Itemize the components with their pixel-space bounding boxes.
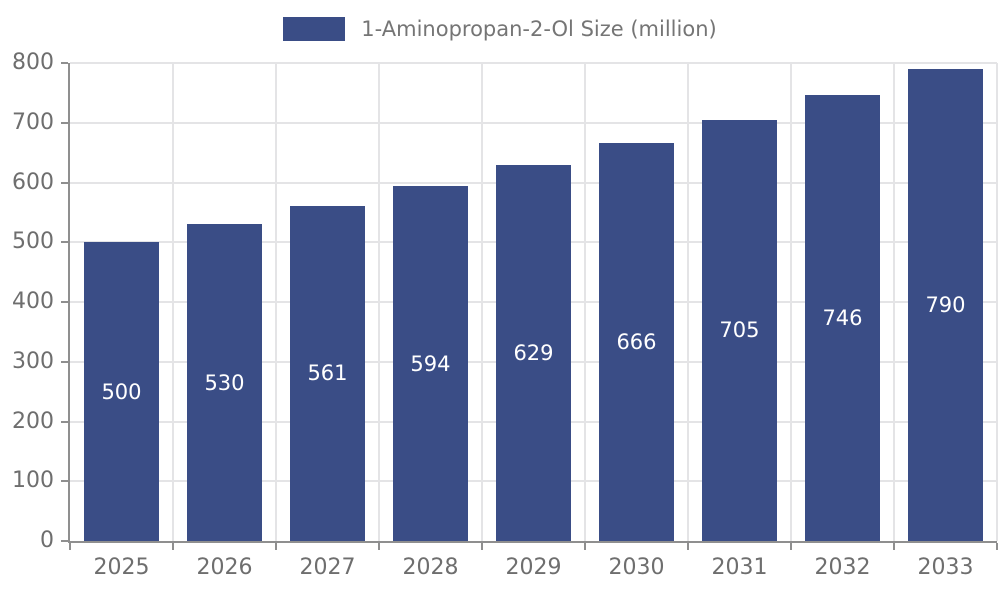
category-cell: 500 <box>70 63 173 541</box>
x-gridline <box>275 63 277 541</box>
y-tick-mark <box>61 420 68 423</box>
x-tick-mark <box>790 543 792 550</box>
legend-swatch <box>283 17 346 41</box>
category-cell: 666 <box>585 63 688 541</box>
y-tick-label: 400 <box>12 289 54 314</box>
x-tick-label: 2033 <box>917 555 974 580</box>
x-gridline <box>790 63 792 541</box>
category-cell: 629 <box>482 63 585 541</box>
x-gridline <box>996 63 998 541</box>
bar-value-label: 790 <box>925 292 966 317</box>
x-tick-label: 2031 <box>711 555 768 580</box>
category-cell: 594 <box>379 63 482 541</box>
category-cell: 561 <box>276 63 379 541</box>
bar-value-label: 561 <box>307 361 348 386</box>
y-gridline <box>70 62 997 64</box>
category-cell: 790 <box>894 63 997 541</box>
x-tick-mark <box>481 543 483 550</box>
y-tick-label: 300 <box>12 348 54 374</box>
bar: 705 <box>702 119 777 541</box>
x-tick-mark <box>377 543 380 550</box>
x-gridline <box>377 63 380 541</box>
y-gridline <box>70 121 997 124</box>
x-tick-mark <box>69 543 71 550</box>
y-tick-label: 700 <box>12 109 54 135</box>
x-tick-mark <box>686 543 689 550</box>
y-tick-mark <box>61 62 68 64</box>
bar-value-label: 666 <box>616 330 657 355</box>
y-tick-mark <box>61 301 68 303</box>
category-cell: 746 <box>791 63 894 541</box>
bar: 666 <box>599 143 674 541</box>
y-tick-mark <box>61 121 68 124</box>
x-tick-label: 2028 <box>402 555 459 580</box>
x-tick-mark <box>893 543 895 550</box>
y-tick-label: 200 <box>12 408 54 434</box>
bar: 594 <box>393 186 468 541</box>
y-tick-mark <box>61 241 68 244</box>
y-tick-mark <box>61 360 68 363</box>
legend-label: 1-Aminopropan-2-Ol Size (million) <box>361 17 717 41</box>
bar: 629 <box>496 165 571 541</box>
plot-area: 0 100 200 300 400 500 600 700 800 500 2025 530 2026 5… <box>12 50 998 580</box>
bar: 790 <box>908 68 983 541</box>
bar-value-label: 594 <box>410 351 451 376</box>
y-tick-mark <box>61 480 68 483</box>
x-tick-label: 2030 <box>608 555 665 580</box>
bar: 500 <box>84 242 159 541</box>
x-tick-mark <box>172 543 174 550</box>
x-gridline <box>584 63 586 541</box>
x-gridline <box>893 63 895 541</box>
x-tick-label: 2026 <box>196 555 253 580</box>
bar-value-label: 705 <box>719 318 760 343</box>
x-tick-label: 2027 <box>299 555 356 580</box>
x-gridline <box>481 63 483 541</box>
x-tick-mark <box>275 543 277 550</box>
bar: 530 <box>187 224 262 541</box>
y-tick-label: 600 <box>12 169 54 195</box>
x-tick-label: 2025 <box>93 555 150 580</box>
bar-value-label: 746 <box>822 306 863 331</box>
legend: 1-Aminopropan-2-Ol Size (million) <box>0 17 1000 41</box>
x-tick-label: 2029 <box>505 555 562 580</box>
bar: 746 <box>805 95 880 541</box>
bar: 561 <box>290 205 365 541</box>
y-tick-mark <box>61 540 68 542</box>
y-tick-label: 100 <box>12 468 54 494</box>
category-cell: 530 <box>173 63 276 541</box>
x-tick-mark <box>996 543 998 550</box>
bar-value-label: 530 <box>204 370 245 395</box>
x-tick-mark <box>584 543 586 550</box>
y-tick-label: 800 <box>12 50 54 75</box>
bar-value-label: 500 <box>101 379 142 404</box>
bar-value-label: 629 <box>513 341 554 366</box>
category-cell: 705 <box>688 63 791 541</box>
x-gridline <box>172 63 174 541</box>
x-gridline <box>686 63 689 541</box>
y-tick-label: 0 <box>40 528 54 553</box>
x-tick-label: 2032 <box>814 555 871 580</box>
y-tick-label: 500 <box>12 229 54 255</box>
y-tick-mark <box>61 181 68 184</box>
